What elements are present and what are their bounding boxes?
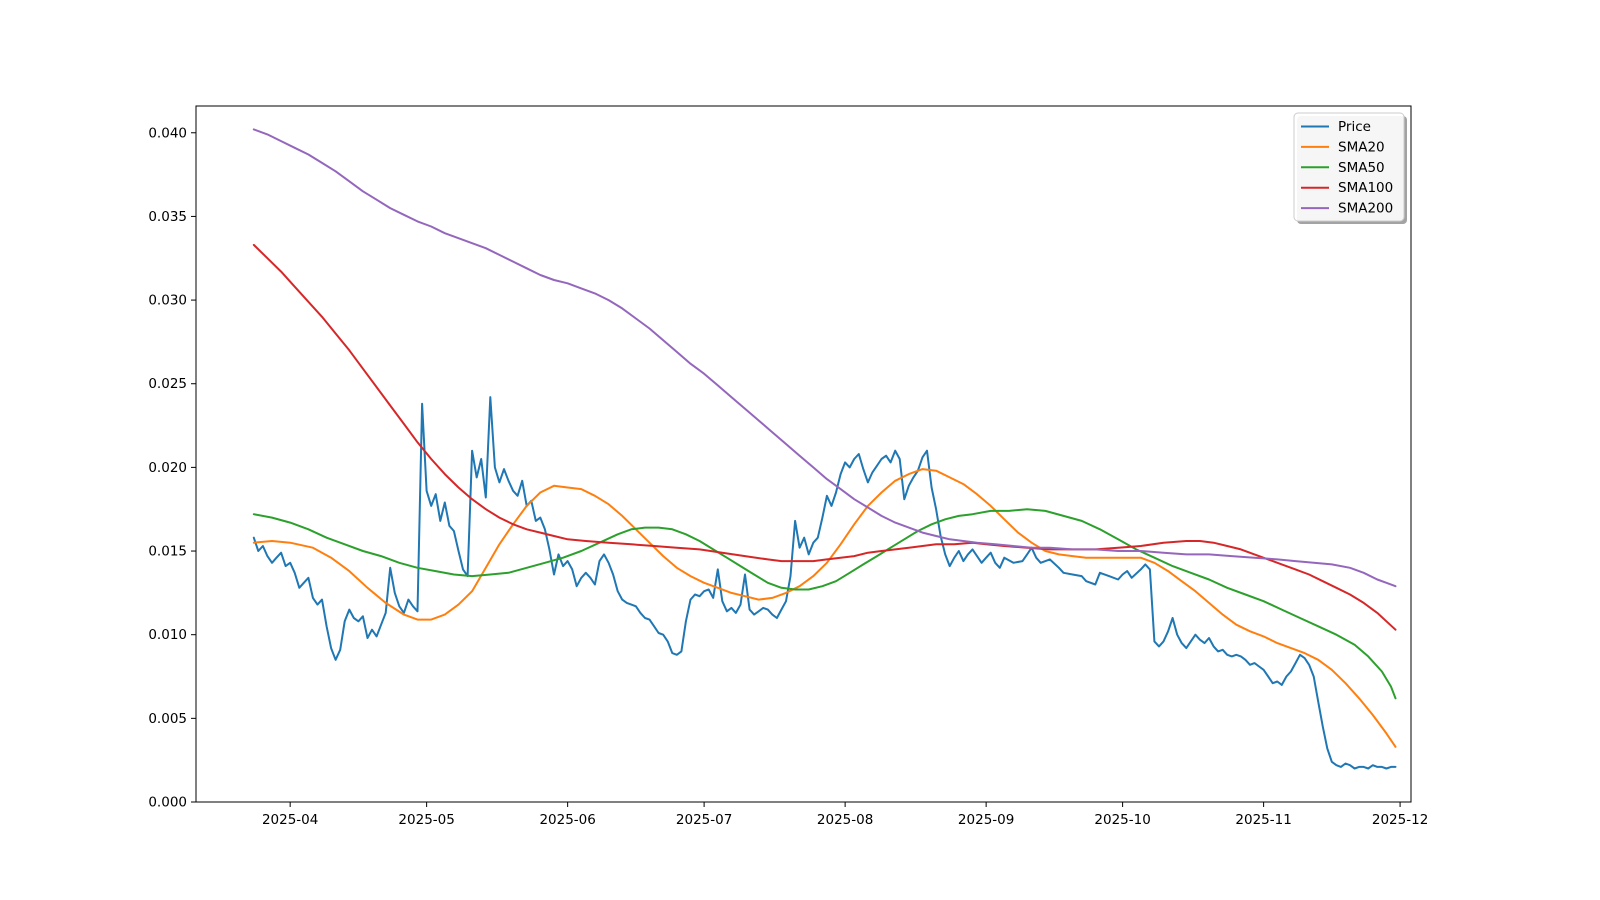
x-tick-label: 2025-06 — [539, 812, 595, 828]
legend-label: SMA200 — [1338, 201, 1393, 217]
y-tick-label: 0.035 — [148, 209, 187, 225]
x-tick-label: 2025-08 — [817, 812, 873, 828]
legend: Price SMA20 SMA50 SMA100 SMA200 — [1293, 112, 1407, 224]
legend-item-sma20: SMA20 — [1301, 139, 1385, 155]
x-tick-label: 2025-10 — [1094, 812, 1150, 828]
x-tick-label: 2025-07 — [676, 812, 732, 828]
legend-box — [1293, 112, 1405, 222]
legend-item-sma50: SMA50 — [1301, 160, 1385, 176]
series-line-sma100 — [252, 243, 1397, 631]
legend-label: Price — [1338, 119, 1371, 135]
y-tick-label: 0.040 — [148, 125, 187, 141]
y-tick-label: 0.010 — [148, 627, 187, 643]
x-tick-label: 2025-04 — [262, 812, 318, 828]
y-tick-label: 0.020 — [148, 460, 187, 476]
y-tick-label: 0.025 — [148, 376, 187, 392]
x-tick-label: 2025-12 — [1372, 812, 1428, 828]
x-tick-label: 2025-11 — [1235, 812, 1291, 828]
series-line-sma200 — [252, 128, 1397, 588]
y-tick-label: 0.000 — [148, 795, 187, 811]
legend-item-price: Price — [1301, 119, 1371, 135]
x-tick-label: 2025-05 — [398, 812, 454, 828]
legend-item-sma100: SMA100 — [1301, 180, 1393, 196]
legend-label: SMA100 — [1338, 180, 1393, 196]
y-tick-label: 0.030 — [148, 293, 187, 309]
series-line-price — [252, 396, 1397, 770]
legend-label: SMA50 — [1338, 160, 1385, 176]
series-line-sma20 — [252, 468, 1397, 748]
series-line-sma50 — [252, 508, 1397, 700]
x-tick-label: 2025-09 — [958, 812, 1014, 828]
legend-label: SMA20 — [1338, 139, 1385, 155]
plot-border — [195, 105, 1412, 803]
y-tick-label: 0.005 — [148, 711, 187, 727]
legend-item-sma200: SMA200 — [1301, 201, 1393, 217]
y-tick-label: 0.015 — [148, 544, 187, 560]
